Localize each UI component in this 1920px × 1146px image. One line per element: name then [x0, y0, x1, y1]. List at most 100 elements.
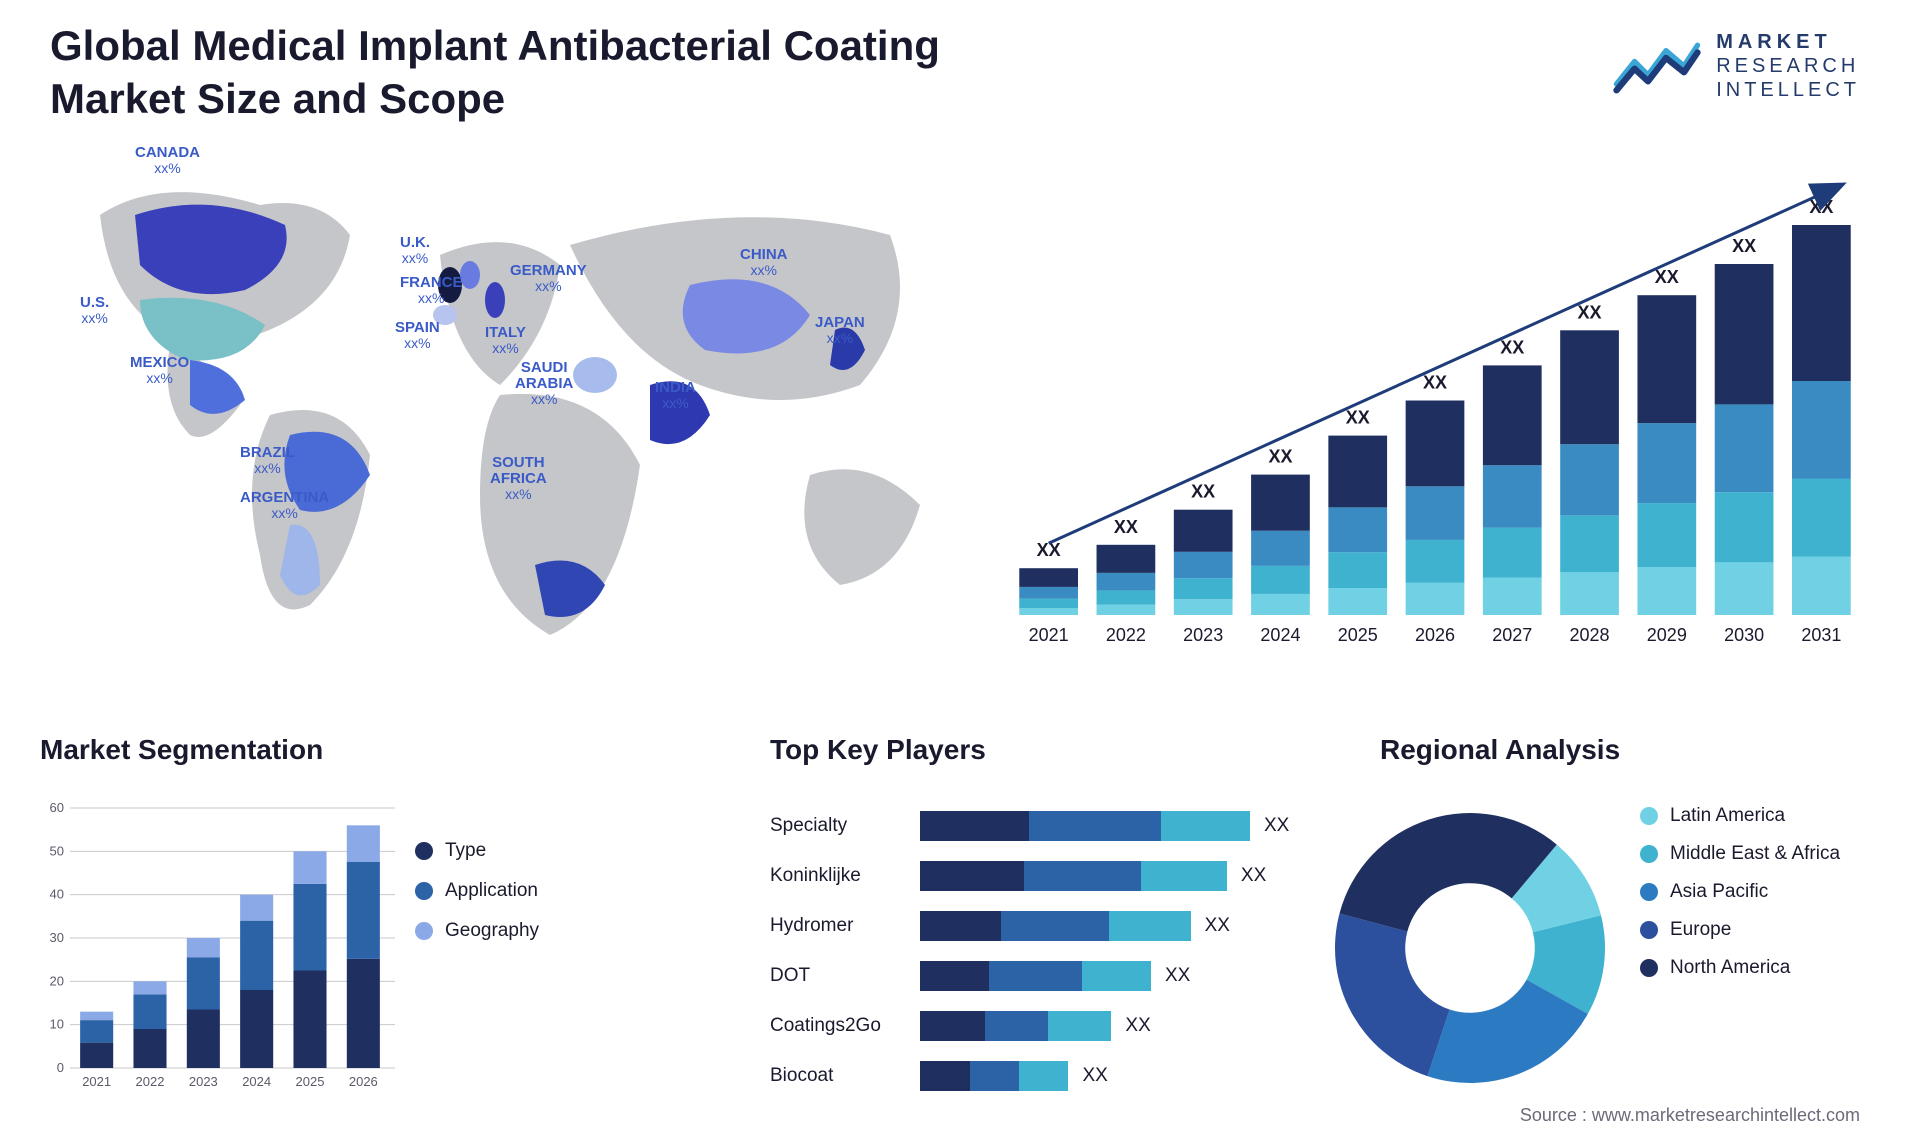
player-value: XX	[1205, 915, 1230, 937]
player-bar-segment	[1024, 861, 1141, 891]
player-bar-segment	[920, 961, 989, 991]
player-bar	[920, 1061, 1068, 1091]
svg-text:XX: XX	[1732, 236, 1756, 256]
legend-swatch-icon	[1640, 883, 1658, 901]
segmentation-legend-item: Application	[415, 880, 539, 902]
player-bar	[920, 911, 1191, 941]
player-bar-segment	[1019, 1061, 1068, 1091]
player-name: Koninklijke	[770, 865, 910, 887]
map-label-pct: xx%	[400, 251, 430, 266]
map-label-name: ITALY	[485, 324, 526, 341]
world-map: CANADAxx%U.S.xx%MEXICOxx%BRAZILxx%ARGENT…	[40, 155, 960, 675]
svg-text:XX: XX	[1500, 337, 1524, 357]
player-bar-segment	[1082, 961, 1151, 991]
svg-text:XX: XX	[1655, 267, 1679, 287]
map-label-pct: xx%	[515, 392, 573, 407]
player-value: XX	[1264, 815, 1289, 837]
player-value: XX	[1165, 965, 1190, 987]
legend-swatch-icon	[1640, 959, 1658, 977]
player-bar-segment	[1161, 811, 1250, 841]
player-row: SpecialtyXX	[770, 805, 1290, 849]
regional-legend-item: Middle East & Africa	[1640, 843, 1840, 865]
legend-label: North America	[1670, 957, 1790, 979]
brand-logo: MARKET RESEARCH INTELLECT	[1612, 30, 1860, 102]
map-label-name: MEXICO	[130, 354, 189, 371]
player-bar-segment	[989, 961, 1081, 991]
player-value: XX	[1125, 1015, 1150, 1037]
svg-text:2030: 2030	[1724, 625, 1764, 645]
players-list: SpecialtyXXKoninklijkeXXHydromerXXDOTXXC…	[770, 805, 1290, 1105]
players-panel: Top Key Players SpecialtyXXKoninklijkeXX…	[770, 750, 1290, 1110]
player-bar-segment	[920, 1061, 970, 1091]
svg-text:2024: 2024	[242, 1074, 271, 1089]
player-name: DOT	[770, 965, 910, 987]
player-bar-segment	[1029, 811, 1161, 841]
svg-text:2026: 2026	[349, 1074, 378, 1089]
regional-legend: Latin AmericaMiddle East & AfricaAsia Pa…	[1640, 805, 1840, 995]
map-label-mexico: MEXICOxx%	[130, 355, 189, 385]
player-bar-segment	[985, 1011, 1048, 1041]
segmentation-chart-svg: 0102030405060202120222023202420252026	[40, 798, 400, 1098]
map-label-pct: xx%	[510, 279, 587, 294]
regional-legend-item: Latin America	[1640, 805, 1840, 827]
map-label-pct: xx%	[395, 336, 440, 351]
svg-text:20: 20	[50, 973, 64, 988]
player-bar-segment	[970, 1061, 1019, 1091]
market-size-chart: XX2021XX2022XX2023XX2024XX2025XX2026XX20…	[1000, 155, 1870, 665]
map-label-pct: xx%	[815, 331, 865, 346]
map-label-pct: xx%	[490, 487, 547, 502]
map-label-name: BRAZIL	[240, 444, 295, 461]
player-bar	[920, 861, 1227, 891]
player-bar-segment	[920, 911, 1001, 941]
legend-swatch-icon	[415, 922, 433, 940]
svg-text:60: 60	[50, 800, 64, 815]
svg-text:2025: 2025	[296, 1074, 325, 1089]
map-label-spain: SPAINxx%	[395, 320, 440, 350]
map-label-canada: CANADAxx%	[135, 145, 200, 175]
map-label-name: INDIA	[655, 379, 696, 396]
segmentation-legend: Type Application Geography	[415, 840, 539, 960]
player-name: Biocoat	[770, 1065, 910, 1087]
player-bar-segment	[920, 1011, 985, 1041]
svg-text:2023: 2023	[1183, 625, 1223, 645]
svg-text:30: 30	[50, 930, 64, 945]
legend-swatch-icon	[1640, 921, 1658, 939]
market-size-chart-svg: XX2021XX2022XX2023XX2024XX2025XX2026XX20…	[1000, 155, 1870, 665]
player-bar-segment	[920, 811, 1029, 841]
map-label-name: JAPAN	[815, 314, 865, 331]
player-row: HydromerXX	[770, 905, 1290, 949]
map-label-pct: xx%	[740, 263, 788, 278]
map-label-name: GERMANY	[510, 262, 587, 279]
map-label-pct: xx%	[80, 311, 109, 326]
player-row: DOT XX	[770, 955, 1290, 999]
svg-text:2027: 2027	[1492, 625, 1532, 645]
regional-title: Regional Analysis	[1380, 734, 1620, 766]
svg-text:2031: 2031	[1801, 625, 1841, 645]
segmentation-legend-item: Type	[415, 840, 539, 862]
map-label-name: U.S.	[80, 294, 109, 311]
map-label-india: INDIAxx%	[655, 380, 696, 410]
map-label-pct: xx%	[130, 371, 189, 386]
map-label-pct: xx%	[240, 461, 295, 476]
map-label-name: SOUTHAFRICA	[490, 454, 547, 487]
logo-text: MARKET RESEARCH INTELLECT	[1716, 30, 1860, 102]
svg-text:XX: XX	[1423, 373, 1447, 393]
player-bar	[920, 1011, 1111, 1041]
svg-text:2022: 2022	[136, 1074, 165, 1089]
svg-text:XX: XX	[1268, 447, 1292, 467]
player-bar-segment	[920, 861, 1024, 891]
legend-label: Europe	[1670, 919, 1731, 941]
legend-label: Application	[445, 880, 538, 902]
svg-text:XX: XX	[1037, 540, 1061, 560]
map-label-name: U.K.	[400, 234, 430, 251]
regional-legend-item: North America	[1640, 957, 1840, 979]
player-bar-segment	[1001, 911, 1109, 941]
map-label-argentina: ARGENTINAxx%	[240, 490, 329, 520]
player-name: Coatings2Go	[770, 1015, 910, 1037]
regional-legend-item: Europe	[1640, 919, 1840, 941]
logo-line1: MARKET	[1716, 31, 1832, 53]
map-label-italy: ITALYxx%	[485, 325, 526, 355]
svg-text:2026: 2026	[1415, 625, 1455, 645]
legend-label: Geography	[445, 920, 539, 942]
player-bar-segment	[1141, 861, 1227, 891]
